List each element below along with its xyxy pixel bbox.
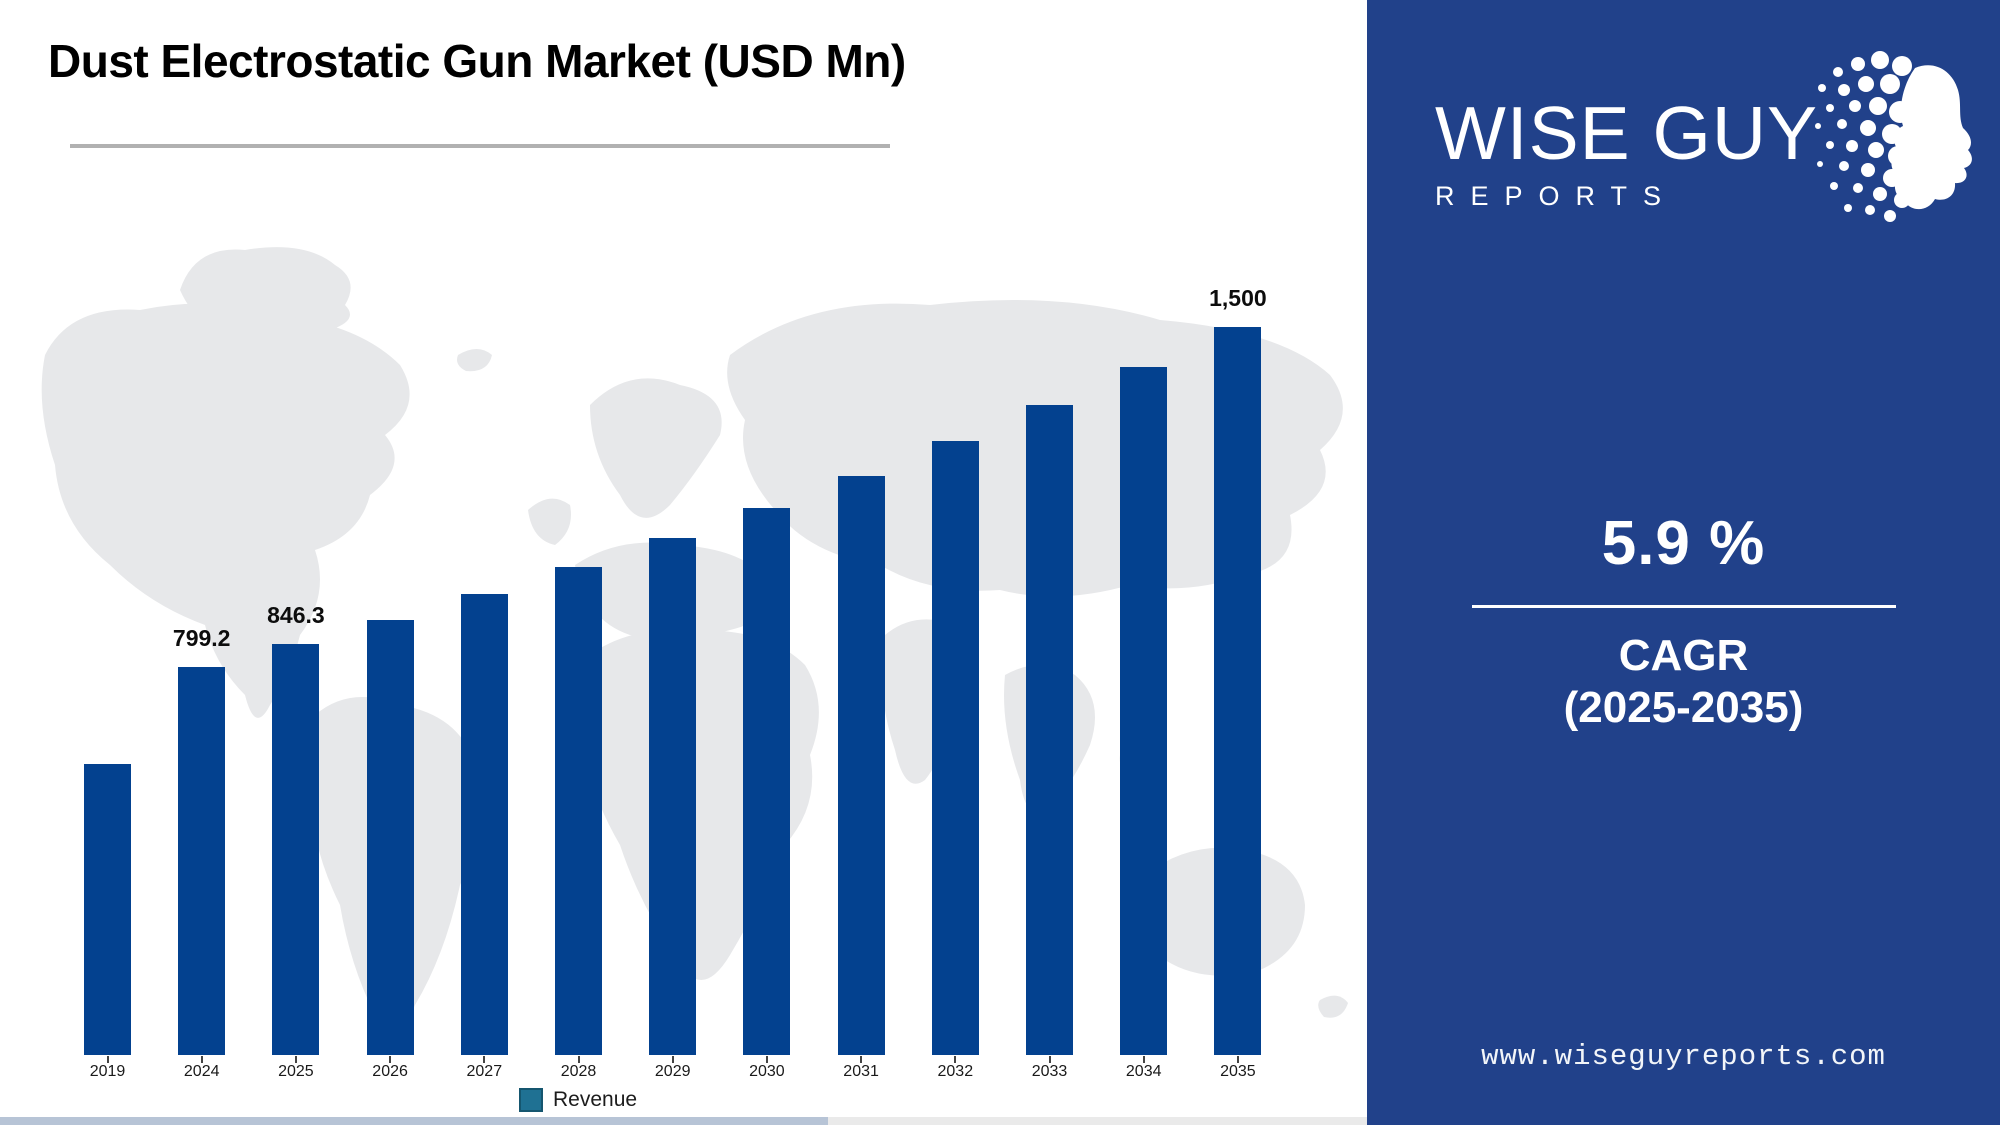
bar-value-label: 846.3 <box>267 602 325 628</box>
cagr-divider <box>1471 605 1896 608</box>
x-axis-label: 2032 <box>937 1063 974 1080</box>
chart-title: Dust Electrostatic Gun Market (USD Mn) <box>48 35 906 87</box>
x-axis-tick <box>389 1056 392 1063</box>
cagr-label-line1: CAGR <box>1618 631 1749 680</box>
x-axis-label: 2035 <box>1220 1063 1256 1080</box>
bar-2035 <box>1214 327 1262 1055</box>
bar-2034 <box>1120 367 1168 1055</box>
bar-2031 <box>837 476 885 1055</box>
x-axis-tick <box>106 1056 109 1063</box>
x-axis-label: 2033 <box>1031 1063 1068 1080</box>
bar-2024 <box>178 667 226 1055</box>
title-divider <box>70 144 890 148</box>
x-axis-tick <box>200 1056 203 1063</box>
x-axis-label: 2034 <box>1125 1063 1162 1080</box>
bar-2027 <box>460 594 508 1055</box>
scrollbar-thumb[interactable] <box>0 1117 828 1125</box>
x-axis-label: 2025 <box>278 1063 314 1080</box>
x-axis-tick <box>671 1056 674 1063</box>
x-axis-label: 2030 <box>749 1063 785 1080</box>
x-axis-label: 2029 <box>654 1063 691 1080</box>
cagr-label-line2: (2025-2035) <box>1563 682 1804 732</box>
logo-subtitle: REPORTS <box>1435 181 1678 211</box>
bar-2028 <box>555 567 602 1055</box>
cagr-value: 5.9 % <box>1601 509 1766 578</box>
scrollbar-track[interactable] <box>0 1117 1367 1125</box>
x-axis-tick <box>954 1056 957 1063</box>
cagr-block: 5.9 % CAGR (2025-2035) <box>1367 508 2000 734</box>
bar-2025 <box>272 644 320 1055</box>
bar-2032 <box>931 441 979 1055</box>
x-axis-tick <box>765 1056 768 1063</box>
x-axis-tick <box>1048 1056 1051 1063</box>
x-axis-label: 2031 <box>843 1063 879 1080</box>
bar-2030 <box>743 508 791 1055</box>
website-url: www.wiseguyreports.com <box>1481 1040 1886 1073</box>
logo-wordmark: WISE GUY <box>1435 91 1819 175</box>
x-axis-label: 2024 <box>183 1063 220 1080</box>
head-dots-icon <box>1815 51 1972 222</box>
x-axis-tick <box>860 1056 863 1063</box>
x-axis-tick <box>1142 1056 1145 1063</box>
bar-chart: 2019 2024 799.2 2025 846.3 2026 2027 2028 2029 20… <box>84 285 1267 1080</box>
chart-panel: Dust Electrostatic Gun Market (USD Mn) <box>0 35 1367 1125</box>
x-axis-label: 2027 <box>466 1063 503 1080</box>
x-axis-tick <box>577 1056 580 1063</box>
legend-color-swatch <box>519 1088 543 1112</box>
bar-2026 <box>366 620 414 1055</box>
bar-value-label: 1,500 <box>1209 285 1267 311</box>
bar-2019 <box>84 764 131 1055</box>
x-axis-label: 2026 <box>372 1063 408 1080</box>
x-axis-tick <box>1236 1056 1239 1063</box>
x-axis-label: 2028 <box>560 1063 597 1080</box>
sidebar: WISE GUY REPORTS 5.9 % CAGR (2025-2035) <box>1367 0 2000 1125</box>
x-axis-tick <box>483 1056 486 1063</box>
x-axis-label: 2019 <box>89 1063 126 1080</box>
chart-legend: Revenue <box>519 1088 637 1112</box>
bar-2029 <box>649 538 697 1055</box>
x-axis-tick <box>294 1056 297 1063</box>
legend-label: Revenue <box>553 1088 638 1111</box>
bar-value-label: 799.2 <box>172 625 231 651</box>
bar-2033 <box>1026 405 1073 1055</box>
wiseguy-logo: WISE GUY REPORTS <box>1435 96 1818 212</box>
